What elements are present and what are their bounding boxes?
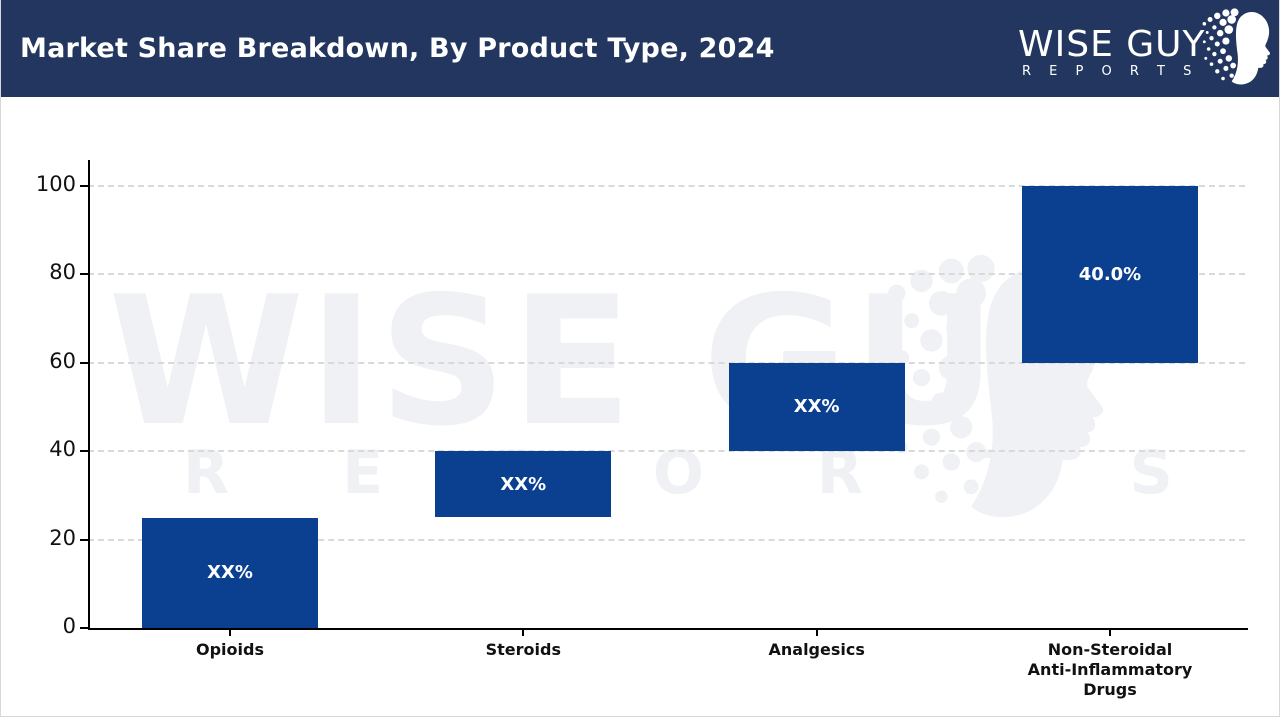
x-tick-mark — [229, 630, 231, 636]
y-tick-label: 40 — [49, 437, 76, 462]
bar-value-label: XX% — [207, 562, 253, 584]
waterfall-bar: 40.0% — [1022, 186, 1198, 363]
header-bar: Market Share Breakdown, By Product Type,… — [0, 0, 1280, 97]
wiseguy-head-icon — [1202, 8, 1271, 85]
y-tick-label: 100 — [35, 172, 76, 196]
y-tick-mark — [80, 538, 88, 541]
bar-value-label: XX% — [793, 396, 840, 418]
x-tick-mark — [815, 630, 818, 636]
bar-value-label: 40.0% — [1078, 263, 1142, 285]
x-tick-mark — [1109, 630, 1111, 636]
y-tick-mark — [80, 450, 88, 453]
x-category-label: Analgesics — [768, 640, 865, 659]
gridline — [88, 450, 1245, 453]
y-axis-line — [88, 160, 90, 630]
chart-title: Market Share Breakdown, By Product Type,… — [20, 33, 775, 64]
x-category-label: Opioids — [196, 640, 264, 659]
bar-value-label: XX% — [500, 473, 547, 495]
logo-wordmark: WISE GUY — [1018, 24, 1206, 65]
waterfall-bar: XX% — [435, 451, 612, 518]
y-tick-mark — [80, 273, 88, 276]
waterfall-bar: XX% — [728, 362, 905, 452]
x-tick-mark — [522, 630, 525, 636]
y-tick-label: 80 — [49, 260, 76, 285]
gridline — [88, 185, 1245, 187]
y-tick-label: 20 — [49, 525, 76, 550]
gridline — [88, 538, 1245, 541]
logo-subtitle: R E P O R T S — [1022, 64, 1199, 79]
y-tick-label: 0 — [62, 614, 76, 638]
x-category-label: Non-Steroidal Anti-Inflammatory Drugs — [1027, 640, 1193, 699]
x-category-label: Steroids — [485, 640, 561, 659]
wiseguy-reports-logo: WISE GUY R E P O R T S — [1018, 4, 1271, 94]
y-tick-label: 60 — [49, 348, 76, 373]
y-tick-mark — [80, 185, 88, 187]
gridline — [88, 273, 1245, 276]
y-tick-mark — [80, 361, 88, 364]
y-tick-mark — [80, 627, 88, 629]
gridline — [88, 361, 1245, 364]
waterfall-bar: XX% — [142, 517, 318, 628]
x-axis-line — [88, 628, 1248, 630]
